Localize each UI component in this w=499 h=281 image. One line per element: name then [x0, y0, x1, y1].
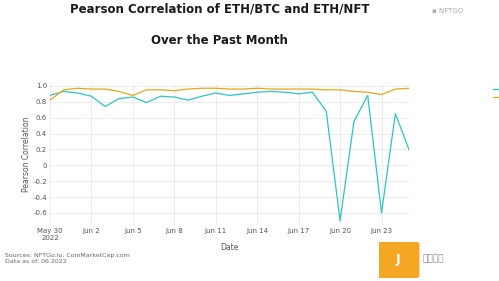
- ETH_BTC: [199, 87, 205, 90]
- X-axis label: Date: Date: [221, 243, 239, 252]
- ETH_BTC: [392, 87, 398, 91]
- Y-axis label: Pearson Correlation: Pearson Correlation: [21, 117, 30, 192]
- ETH_BTC: [227, 87, 233, 91]
- ETH_NFT: [185, 98, 191, 102]
- ETH_NFT: [406, 148, 412, 152]
- Text: J: J: [395, 253, 400, 266]
- ETH_NFT: [351, 120, 357, 123]
- ETH_NFT: [47, 94, 53, 97]
- ETH_NFT: [379, 211, 385, 215]
- ETH_BTC: [130, 94, 136, 97]
- ETH_BTC: [406, 87, 412, 90]
- ETH_NFT: [158, 94, 164, 98]
- Line: ETH_BTC: ETH_BTC: [50, 88, 409, 100]
- ETH_NFT: [227, 94, 233, 97]
- ETH_BTC: [351, 90, 357, 93]
- ETH_NFT: [88, 94, 94, 98]
- ETH_NFT: [213, 91, 219, 95]
- ETH_NFT: [102, 105, 108, 108]
- Text: 金色财经: 金色财经: [423, 255, 444, 264]
- Text: Pearson Correlation of ETH/BTC and ETH/NFT: Pearson Correlation of ETH/BTC and ETH/N…: [70, 3, 369, 16]
- ETH_BTC: [158, 88, 164, 92]
- ETH_NFT: [309, 90, 315, 94]
- ETH_NFT: [268, 90, 274, 93]
- ETH_NFT: [199, 94, 205, 98]
- ETH_BTC: [185, 87, 191, 91]
- ETH_NFT: [116, 97, 122, 100]
- ETH_BTC: [61, 88, 67, 92]
- ETH_NFT: [74, 91, 80, 95]
- ETH_NFT: [392, 112, 398, 115]
- ETH_BTC: [88, 87, 94, 91]
- ETH_NFT: [365, 94, 371, 97]
- ETH_NFT: [337, 219, 343, 223]
- ETH_NFT: [130, 95, 136, 99]
- ETH_BTC: [337, 88, 343, 92]
- ETH_BTC: [309, 87, 315, 91]
- ETH_BTC: [379, 93, 385, 96]
- ETH_NFT: [282, 90, 288, 94]
- ETH_BTC: [144, 88, 150, 92]
- ETH_NFT: [254, 90, 260, 94]
- ETH_BTC: [254, 87, 260, 90]
- ETH_BTC: [323, 88, 329, 92]
- ETH_NFT: [323, 110, 329, 113]
- ETH_BTC: [102, 87, 108, 91]
- ETH_BTC: [74, 87, 80, 90]
- ETH_BTC: [213, 87, 219, 90]
- ETH_BTC: [47, 98, 53, 102]
- Text: Sources: NFTGo.io, CoinMarketCap.com
Data as of: 06.2022: Sources: NFTGo.io, CoinMarketCap.com Dat…: [5, 253, 130, 264]
- ETH_NFT: [241, 92, 247, 96]
- Line: ETH_NFT: ETH_NFT: [50, 91, 409, 221]
- ETH_BTC: [295, 87, 301, 91]
- Legend: ETH_NFT, ETH_BTC: ETH_NFT, ETH_BTC: [492, 85, 499, 103]
- Text: Over the Past Month: Over the Past Month: [151, 34, 288, 47]
- ETH_NFT: [144, 101, 150, 104]
- ETH_BTC: [241, 87, 247, 91]
- ETH_NFT: [61, 90, 67, 93]
- ETH_BTC: [171, 89, 177, 92]
- ETH_BTC: [268, 87, 274, 91]
- FancyBboxPatch shape: [376, 242, 419, 278]
- ETH_BTC: [365, 90, 371, 94]
- ETH_BTC: [282, 87, 288, 91]
- ETH_BTC: [116, 90, 122, 93]
- ETH_NFT: [171, 95, 177, 99]
- Text: ▪ NFTGO: ▪ NFTGO: [432, 8, 463, 14]
- ETH_NFT: [295, 92, 301, 96]
